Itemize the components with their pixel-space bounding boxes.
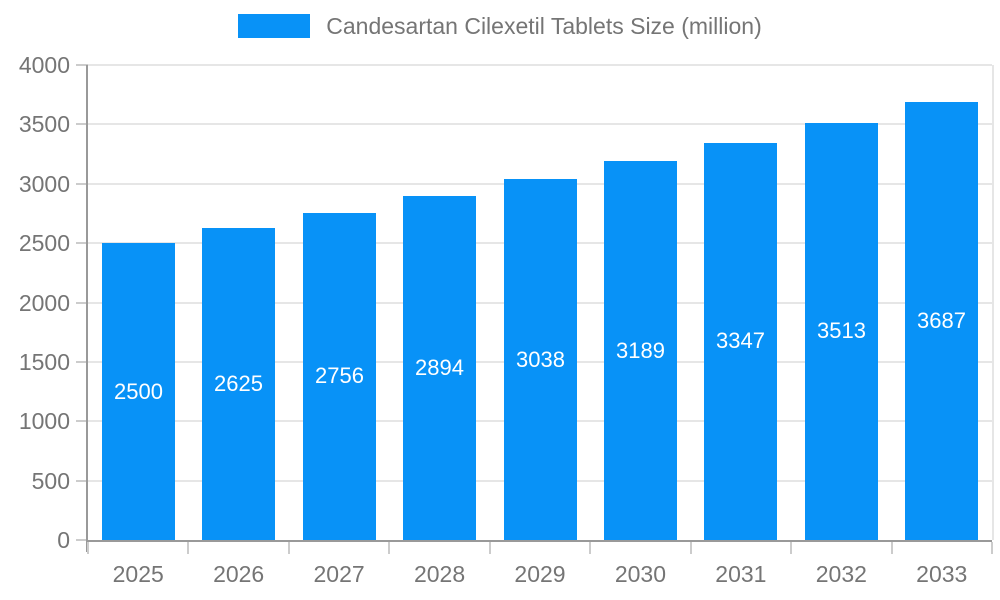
x-tick-mark — [388, 542, 391, 554]
x-tick-mark — [187, 542, 190, 554]
bar[interactable]: 3038 — [504, 179, 577, 540]
legend[interactable]: Candesartan Cilexetil Tablets Size (mill… — [0, 14, 1000, 38]
plot-right-border — [992, 65, 994, 540]
bar[interactable]: 3189 — [604, 161, 677, 540]
x-tick-label: 2028 — [413, 561, 466, 587]
bar-value-label: 3038 — [516, 346, 565, 372]
bar[interactable]: 2894 — [403, 196, 476, 540]
legend-swatch-icon — [238, 14, 311, 38]
bar[interactable]: 2756 — [303, 212, 376, 540]
y-tick-mark — [76, 360, 88, 363]
x-tick-label: 2029 — [514, 561, 566, 587]
y-tick-mark — [76, 123, 88, 126]
x-tick-mark — [87, 542, 89, 554]
x-tick-label: 2030 — [614, 561, 667, 587]
x-tick-mark — [689, 542, 692, 554]
bar[interactable]: 3687 — [905, 102, 978, 540]
x-tick-mark — [790, 542, 793, 554]
y-tick-label: 4000 — [18, 52, 70, 78]
x-tick-label: 2026 — [213, 561, 265, 587]
grid-line — [88, 64, 992, 66]
x-tick-label: 2032 — [815, 561, 867, 587]
x-tick-label: 2025 — [112, 561, 164, 587]
y-tick-label: 1000 — [18, 408, 70, 435]
y-tick-mark — [76, 301, 88, 304]
bar-value-label: 3189 — [616, 337, 665, 363]
y-tick-mark — [76, 64, 88, 66]
bar-value-label: 2756 — [315, 363, 364, 389]
bar-value-label: 2894 — [415, 355, 464, 381]
x-tick-mark — [287, 542, 290, 554]
y-tick-label: 2000 — [18, 289, 70, 316]
x-tick-label: 2033 — [916, 561, 968, 587]
bar-value-label: 2500 — [114, 378, 163, 404]
y-tick-label: 500 — [31, 467, 70, 494]
y-tick-mark — [76, 182, 88, 185]
y-tick-label: 3000 — [18, 170, 70, 197]
x-tick-mark — [991, 542, 993, 554]
x-tick-mark — [488, 542, 491, 554]
x-tick-mark — [890, 542, 893, 554]
grid-line — [88, 123, 992, 126]
y-tick-label: 0 — [57, 527, 70, 553]
x-tick-label: 2027 — [313, 561, 365, 587]
y-axis-line — [86, 65, 88, 552]
x-tick-label: 2031 — [715, 561, 767, 587]
bar[interactable]: 2500 — [102, 243, 175, 540]
bar-value-label: 3513 — [817, 318, 866, 344]
bar[interactable]: 3347 — [704, 142, 777, 540]
y-tick-label: 2500 — [18, 230, 70, 257]
y-tick-label: 3500 — [18, 111, 70, 138]
y-tick-mark — [76, 420, 88, 423]
legend-label: Candesartan Cilexetil Tablets Size (mill… — [326, 13, 762, 39]
bar-value-label: 2625 — [214, 371, 263, 397]
bar[interactable]: 3513 — [805, 122, 878, 540]
x-axis-line — [86, 540, 992, 542]
bar-value-label: 3687 — [917, 308, 966, 334]
bar-value-label: 3347 — [716, 328, 765, 354]
bar[interactable]: 2625 — [202, 228, 275, 540]
y-tick-mark — [76, 479, 88, 482]
y-tick-mark — [76, 242, 88, 245]
y-tick-label: 1500 — [18, 348, 70, 375]
y-tick-mark — [76, 539, 88, 541]
x-tick-mark — [589, 542, 592, 554]
